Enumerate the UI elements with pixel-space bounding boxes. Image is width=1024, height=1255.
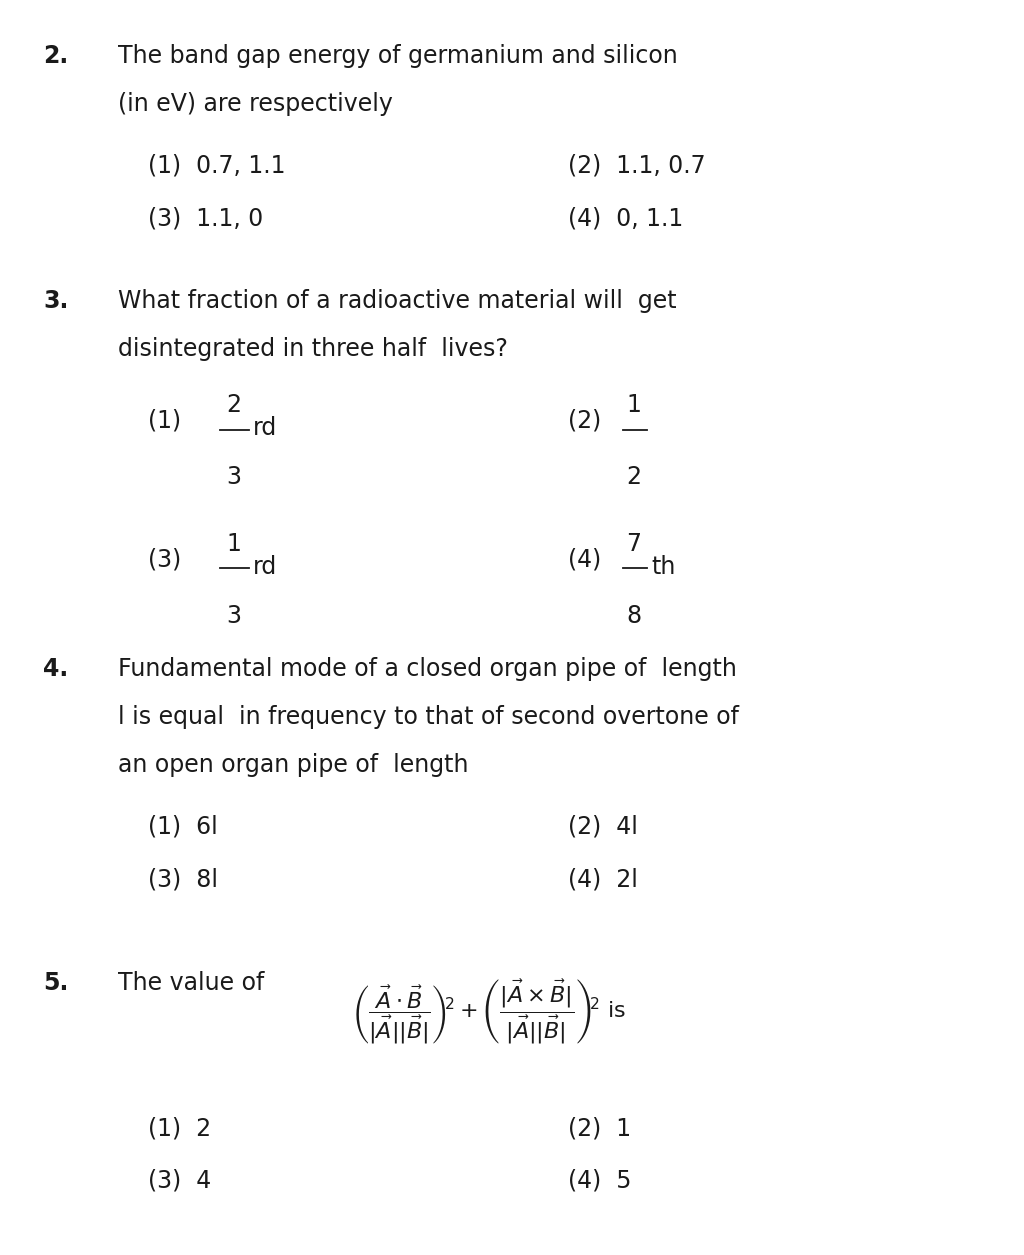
Text: an open organ pipe of  length: an open organ pipe of length — [118, 753, 468, 777]
Text: (4)  0, 1.1: (4) 0, 1.1 — [568, 206, 684, 231]
Text: l is equal  in frequency to that of second overtone of: l is equal in frequency to that of secon… — [118, 705, 738, 729]
Text: 7: 7 — [627, 532, 641, 556]
Text: 2.: 2. — [43, 44, 69, 68]
Text: (3)  4: (3) 4 — [148, 1168, 212, 1192]
Text: (2): (2) — [568, 408, 601, 433]
Text: 2: 2 — [627, 464, 641, 489]
Text: (4): (4) — [568, 547, 601, 571]
Text: (1)  2: (1) 2 — [148, 1116, 212, 1140]
Text: rd: rd — [253, 555, 278, 579]
Text: (1): (1) — [148, 408, 181, 433]
Text: 4.: 4. — [43, 658, 69, 681]
Text: 2: 2 — [226, 393, 241, 418]
Text: 5.: 5. — [43, 971, 69, 995]
Text: The band gap energy of germanium and silicon: The band gap energy of germanium and sil… — [118, 44, 678, 68]
Text: The value of: The value of — [118, 971, 264, 995]
Text: $\left(\dfrac{\vec{A}\cdot\vec{B}}{|\vec{A}||\vec{B}|}\right)^{\!2}+\left(\dfrac: $\left(\dfrac{\vec{A}\cdot\vec{B}}{|\vec… — [353, 978, 627, 1047]
Text: (1)  6l: (1) 6l — [148, 814, 218, 838]
Text: 1: 1 — [226, 532, 241, 556]
Text: (3): (3) — [148, 547, 181, 571]
Text: (2)  4l: (2) 4l — [568, 814, 638, 838]
Text: 3.: 3. — [43, 289, 69, 314]
Text: 3: 3 — [226, 604, 241, 628]
Text: rd: rd — [253, 415, 278, 441]
Text: disintegrated in three half  lives?: disintegrated in three half lives? — [118, 336, 508, 361]
Text: (2)  1.1, 0.7: (2) 1.1, 0.7 — [568, 153, 706, 178]
Text: 8: 8 — [627, 604, 641, 628]
Text: 1: 1 — [627, 393, 641, 418]
Text: What fraction of a radioactive material will  get: What fraction of a radioactive material … — [118, 289, 677, 314]
Text: (2)  1: (2) 1 — [568, 1116, 632, 1140]
Text: (3)  1.1, 0: (3) 1.1, 0 — [148, 206, 264, 231]
Text: (3)  8l: (3) 8l — [148, 867, 218, 891]
Text: (1)  0.7, 1.1: (1) 0.7, 1.1 — [148, 153, 286, 178]
Text: (4)  2l: (4) 2l — [568, 867, 638, 891]
Text: (4)  5: (4) 5 — [568, 1168, 632, 1192]
Text: Fundamental mode of a closed organ pipe of  length: Fundamental mode of a closed organ pipe … — [118, 658, 736, 681]
Text: 3: 3 — [226, 464, 241, 489]
Text: th: th — [651, 555, 676, 579]
Text: (in eV) are respectively: (in eV) are respectively — [118, 92, 392, 115]
